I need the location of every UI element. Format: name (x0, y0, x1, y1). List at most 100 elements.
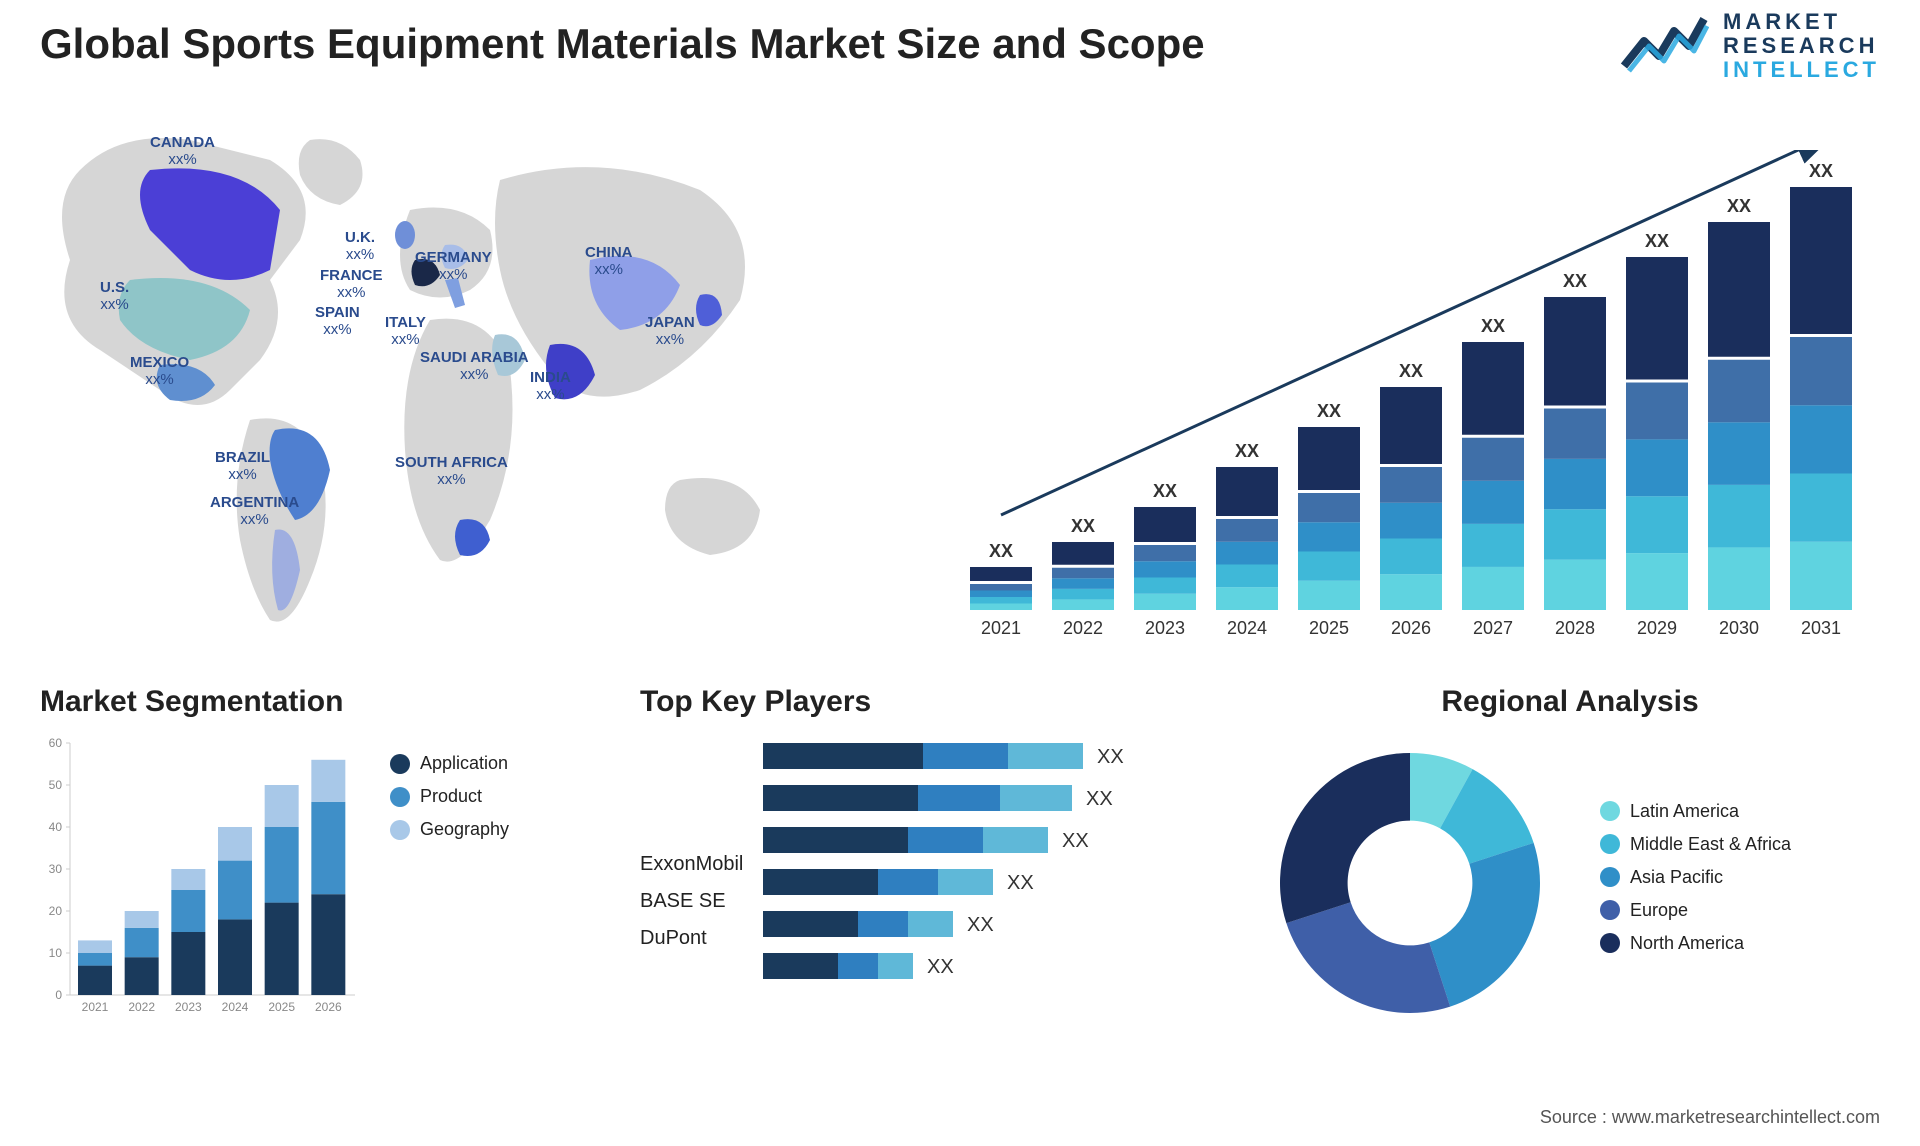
legend-label: Europe (1630, 900, 1688, 921)
seg-legend-geography: Geography (390, 819, 509, 840)
svg-text:20: 20 (49, 904, 63, 918)
legend-label: Application (420, 753, 508, 774)
regional-title: Regional Analysis (1260, 685, 1880, 719)
svg-text:XX: XX (989, 541, 1013, 561)
svg-text:XX: XX (1809, 161, 1833, 181)
map-label-japan: JAPANxx% (645, 315, 695, 348)
svg-text:XX: XX (967, 914, 994, 936)
legend-swatch (1600, 933, 1620, 953)
svg-text:XX: XX (1481, 316, 1505, 336)
svg-text:2023: 2023 (1145, 618, 1185, 638)
world-map: CANADAxx% U.S.xx% MEXICOxx% BRAZILxx% ARGENT… (40, 120, 900, 660)
country-uk (395, 221, 415, 249)
svg-text:60: 60 (49, 736, 63, 750)
forecast-svg: XX 2021 XX 2022 XX 2023 XX 2024 XX 2025 XX 2026 XX 20… (960, 150, 1880, 650)
page-title: Global Sports Equipment Materials Market… (40, 20, 1205, 68)
legend-label: Asia Pacific (1630, 867, 1723, 888)
player-name: DuPont (640, 927, 743, 950)
svg-text:40: 40 (49, 820, 63, 834)
svg-text:2030: 2030 (1719, 618, 1759, 638)
svg-text:XX: XX (1007, 872, 1034, 894)
segmentation-section: Market Segmentation 01020304050602021202… (40, 685, 600, 1023)
source-text: Source : www.marketresearchintellect.com (1540, 1107, 1880, 1128)
logo-icon (1619, 11, 1709, 81)
regional-legend-middle-east-africa: Middle East & Africa (1600, 834, 1791, 855)
segmentation-legend: Application Product Geography (390, 733, 509, 852)
map-label-china: CHINAxx% (585, 245, 633, 278)
seg-legend-application: Application (390, 753, 509, 774)
svg-text:2027: 2027 (1473, 618, 1513, 638)
map-label-spain: SPAINxx% (315, 305, 360, 338)
svg-text:0: 0 (55, 988, 62, 1002)
svg-text:2025: 2025 (1309, 618, 1349, 638)
svg-text:XX: XX (1317, 401, 1341, 421)
svg-text:XX: XX (927, 956, 954, 978)
regional-legend-europe: Europe (1600, 900, 1791, 921)
svg-text:2024: 2024 (1227, 618, 1267, 638)
legend-swatch (1600, 867, 1620, 887)
regional-donut (1260, 733, 1560, 1033)
svg-text:XX: XX (1645, 231, 1669, 251)
svg-text:2025: 2025 (268, 1000, 295, 1014)
players-section: Top Key Players ExxonMobilBASE SEDuPont … (640, 685, 1200, 1023)
regional-legend-asia-pacific: Asia Pacific (1600, 867, 1791, 888)
map-label-france: FRANCExx% (320, 268, 383, 301)
legend-swatch (390, 754, 410, 774)
svg-text:2031: 2031 (1801, 618, 1841, 638)
map-label-mexico: MEXICOxx% (130, 355, 189, 388)
map-label-india: INDIAxx% (530, 370, 571, 403)
svg-text:XX: XX (1235, 441, 1259, 461)
players-chart: XX XX XX XX XX XX (763, 733, 1163, 1023)
svg-text:2022: 2022 (1063, 618, 1103, 638)
legend-label: Middle East & Africa (1630, 834, 1791, 855)
svg-text:XX: XX (1153, 481, 1177, 501)
seg-legend-product: Product (390, 786, 509, 807)
map-label-saudi-arabia: SAUDI ARABIAxx% (420, 350, 529, 383)
legend-swatch (1600, 801, 1620, 821)
segmentation-title: Market Segmentation (40, 685, 600, 719)
map-label-u-s-: U.S.xx% (100, 280, 129, 313)
player-names: ExxonMobil BASE SE DuPont (640, 733, 743, 964)
svg-text:50: 50 (49, 778, 63, 792)
svg-text:2028: 2028 (1555, 618, 1595, 638)
svg-text:2026: 2026 (315, 1000, 342, 1014)
svg-text:XX: XX (1399, 361, 1423, 381)
player-name: ExxonMobil (640, 853, 743, 876)
legend-swatch (1600, 834, 1620, 854)
svg-text:10: 10 (49, 946, 63, 960)
player-name: BASE SE (640, 890, 743, 913)
svg-text:XX: XX (1097, 746, 1124, 768)
legend-label: Geography (420, 819, 509, 840)
regional-legend-latin-america: Latin America (1600, 801, 1791, 822)
map-svg (40, 120, 900, 660)
map-label-italy: ITALYxx% (385, 315, 426, 348)
svg-text:30: 30 (49, 862, 63, 876)
regional-section: Regional Analysis Latin America Middle Ea… (1260, 685, 1880, 1033)
map-label-u-k-: U.K.xx% (345, 230, 375, 263)
regional-legend-north-america: North America (1600, 933, 1791, 954)
legend-label: North America (1630, 933, 1744, 954)
segmentation-chart: 0102030405060202120222023202420252026 (40, 733, 360, 1023)
legend-label: Product (420, 786, 482, 807)
regional-legend: Latin America Middle East & Africa Asia Pa… (1600, 801, 1791, 966)
brand-logo: MARKET RESEARCH INTELLECT (1619, 10, 1880, 83)
map-label-argentina: ARGENTINAxx% (210, 495, 299, 528)
legend-swatch (390, 787, 410, 807)
svg-text:XX: XX (1563, 271, 1587, 291)
svg-text:XX: XX (1062, 830, 1089, 852)
svg-text:2029: 2029 (1637, 618, 1677, 638)
svg-text:2026: 2026 (1391, 618, 1431, 638)
forecast-chart: XX 2021 XX 2022 XX 2023 XX 2024 XX 2025 XX 2026 XX 20… (960, 150, 1880, 650)
players-title: Top Key Players (640, 685, 1200, 719)
svg-text:XX: XX (1727, 196, 1751, 216)
svg-text:2021: 2021 (981, 618, 1021, 638)
map-label-germany: GERMANYxx% (415, 250, 492, 283)
svg-text:XX: XX (1086, 788, 1113, 810)
map-label-brazil: BRAZILxx% (215, 450, 270, 483)
map-label-south-africa: SOUTH AFRICAxx% (395, 455, 508, 488)
svg-text:XX: XX (1071, 516, 1095, 536)
legend-swatch (390, 820, 410, 840)
legend-swatch (1600, 900, 1620, 920)
svg-text:2023: 2023 (175, 1000, 202, 1014)
map-label-canada: CANADAxx% (150, 135, 215, 168)
